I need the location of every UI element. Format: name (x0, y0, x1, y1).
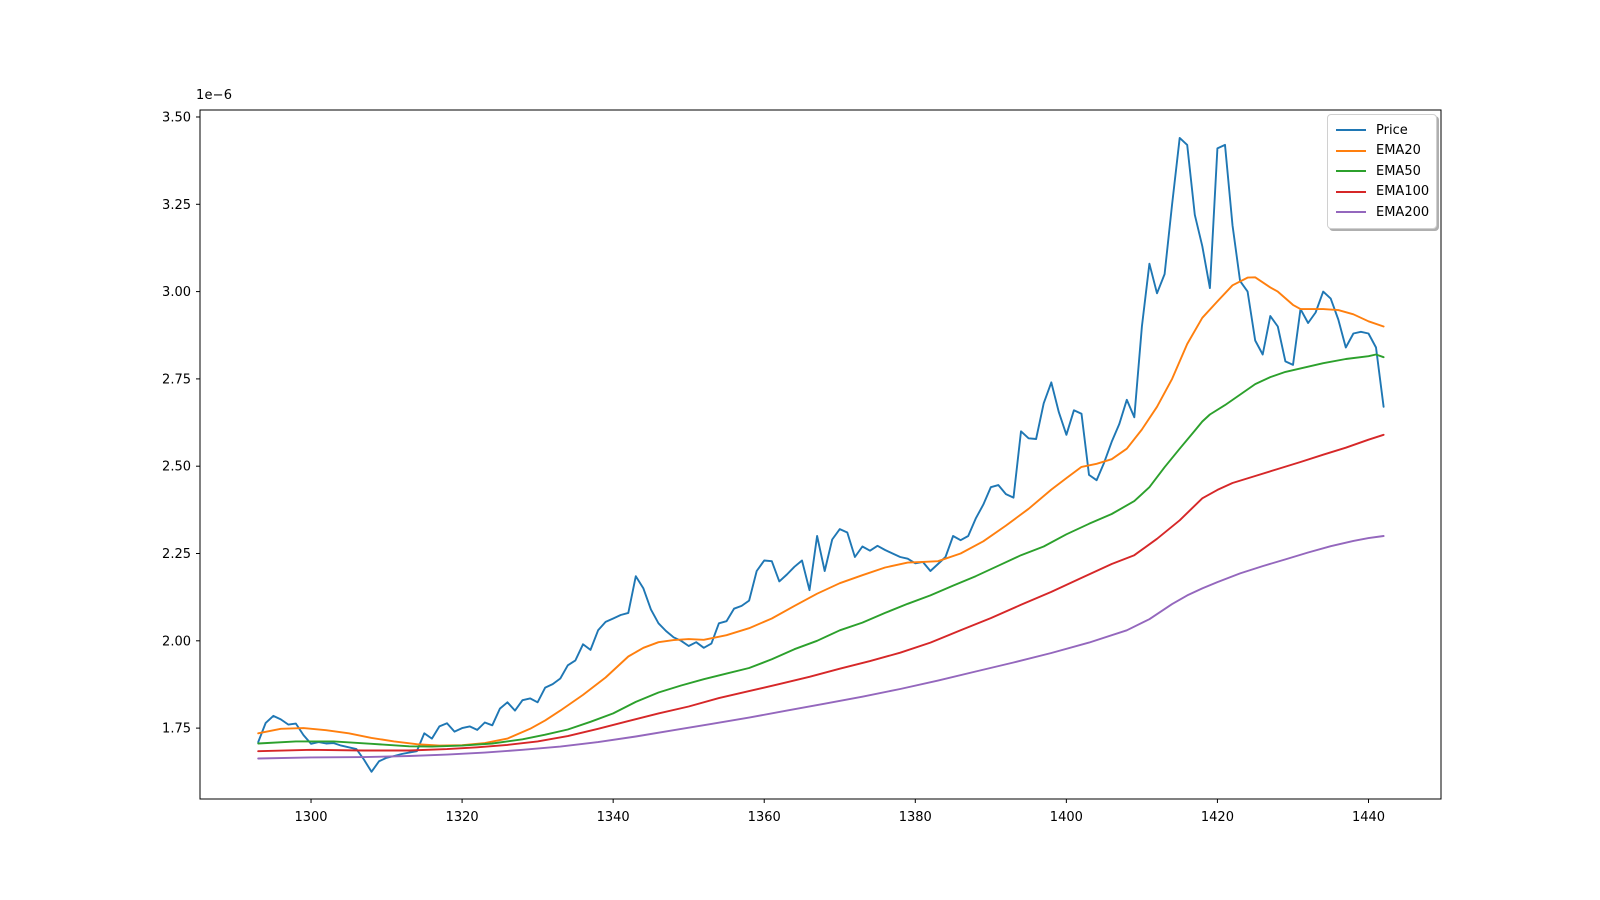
y-axis-offset-label: 1e−6 (196, 88, 233, 103)
y-tick-label: 3.00 (162, 285, 191, 300)
x-tick-label: 1360 (748, 810, 781, 825)
legend-label: EMA50 (1376, 163, 1421, 179)
legend-label: EMA200 (1376, 204, 1430, 220)
legend-line-sample-icon (1336, 149, 1366, 152)
x-tick-label: 1380 (899, 810, 932, 825)
legend-entry-ema200: EMA200 (1336, 202, 1429, 223)
legend-line-sample-icon (1336, 190, 1366, 193)
y-tick-label: 2.25 (162, 547, 191, 562)
y-tick-label: 2.75 (162, 372, 191, 387)
legend-line-sample-icon (1336, 129, 1366, 132)
x-tick-label: 1420 (1201, 810, 1234, 825)
y-tick-label: 3.50 (162, 110, 191, 125)
y-tick-label: 3.25 (162, 198, 191, 213)
legend-entry-ema20: EMA20 (1336, 141, 1429, 162)
legend-entry-ema50: EMA50 (1336, 161, 1429, 182)
legend-entry-ema100: EMA100 (1336, 182, 1429, 203)
series-line-ema100 (257, 433, 1385, 753)
legend-label: EMA100 (1376, 184, 1430, 200)
series-line-price (257, 136, 1385, 773)
legend-entry-price: Price (1336, 120, 1429, 141)
y-tick-label: 2.00 (162, 634, 191, 649)
x-tick-label: 1440 (1352, 810, 1385, 825)
x-tick-label: 1300 (294, 810, 327, 825)
y-tick-label: 2.50 (162, 460, 191, 475)
series-line-ema50 (257, 353, 1385, 748)
x-tick-label: 1340 (597, 810, 630, 825)
legend-line-sample-icon (1336, 211, 1366, 214)
x-tick-label: 1400 (1050, 810, 1083, 825)
legend-label: EMA20 (1376, 143, 1421, 159)
axes-frame (199, 109, 1442, 800)
series-line-ema200 (257, 535, 1385, 760)
x-tick-label: 1320 (446, 810, 479, 825)
series-line-ema20 (257, 276, 1385, 747)
legend-line-sample-icon (1336, 170, 1366, 173)
y-tick-label: 1.75 (162, 722, 191, 737)
legend-label: Price (1376, 122, 1408, 138)
legend: Price EMA20 EMA50 EMA100 EMA200 (1327, 114, 1438, 229)
